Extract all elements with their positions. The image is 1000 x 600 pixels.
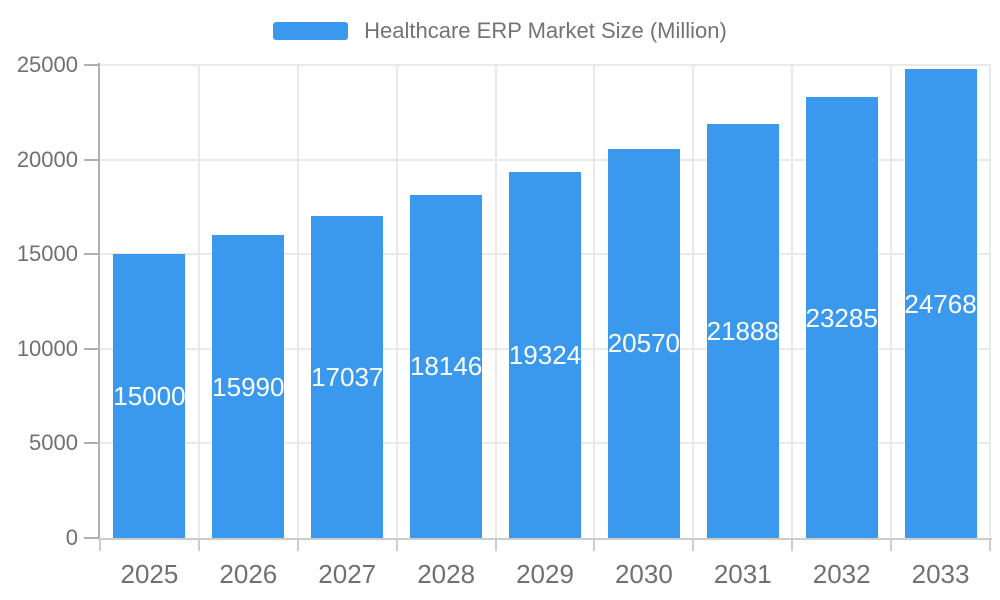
legend-swatch-icon [273, 22, 349, 40]
bar[interactable] [805, 97, 878, 538]
y-axis-label: 25000 [16, 52, 78, 77]
gridline-vertical [692, 64, 695, 538]
gridline-horizontal [100, 64, 990, 66]
bar[interactable] [509, 172, 581, 538]
y-axis-tick [84, 253, 98, 256]
gridline-vertical [494, 64, 497, 538]
gridline-vertical [989, 64, 991, 538]
x-axis-tick [197, 540, 200, 551]
x-axis-tick [296, 540, 299, 551]
x-axis-line [98, 538, 992, 540]
gridline-vertical [395, 64, 398, 538]
x-axis-tick [395, 540, 398, 551]
gridline-vertical [791, 64, 794, 538]
x-axis-label: 2032 [812, 559, 871, 589]
x-axis-tick [494, 540, 497, 551]
bar-value-label: 23285 [805, 302, 878, 333]
gridline-vertical [890, 64, 893, 538]
y-axis-line [98, 63, 100, 540]
x-axis-label: 2028 [417, 559, 476, 589]
x-axis-tick [692, 540, 695, 551]
x-axis-label: 2030 [614, 559, 673, 589]
x-axis-label: 2026 [219, 559, 278, 589]
y-axis-label: 5000 [29, 430, 78, 456]
x-axis-tick [989, 540, 991, 551]
y-axis-tick [84, 158, 98, 161]
bar-value-label: 24768 [904, 288, 977, 319]
bar[interactable] [311, 215, 384, 538]
x-axis-tick [99, 540, 101, 551]
y-axis-label: 0 [65, 525, 78, 550]
legend: Healthcare ERP Market Size (Million) [0, 18, 1000, 44]
y-axis-label: 20000 [16, 146, 78, 172]
gridline-vertical [296, 64, 299, 538]
x-axis-tick [791, 540, 794, 551]
y-axis-tick [84, 442, 98, 445]
gridline-vertical [197, 64, 200, 538]
x-axis-tick [593, 540, 596, 551]
y-axis-label: 15000 [16, 241, 78, 267]
y-axis-tick [84, 537, 98, 539]
gridline-horizontal [100, 158, 990, 161]
bar[interactable] [113, 254, 186, 538]
y-axis-label: 10000 [16, 335, 78, 361]
bar-value-label: 15000 [113, 381, 186, 412]
bar[interactable] [706, 123, 779, 538]
x-axis-label: 2033 [911, 559, 970, 589]
bar-value-label: 21888 [706, 315, 779, 346]
bar-value-label: 15990 [212, 371, 285, 402]
bar[interactable] [410, 194, 483, 538]
bar[interactable] [607, 148, 680, 538]
y-axis-tick [84, 64, 98, 66]
bar-value-label: 19324 [508, 340, 582, 371]
x-axis-label: 2025 [120, 559, 179, 589]
bar-value-label: 20570 [607, 328, 681, 359]
x-axis-label: 2029 [516, 559, 574, 589]
gridline-vertical [593, 64, 596, 538]
bar-value-label: 18146 [409, 351, 483, 382]
bar-value-label: 17037 [311, 361, 384, 392]
x-axis-label: 2027 [318, 559, 377, 589]
x-axis-label: 2031 [713, 559, 772, 589]
x-axis-tick [890, 540, 893, 551]
y-axis-tick [84, 347, 98, 350]
bar[interactable] [212, 235, 285, 538]
legend-label: Healthcare ERP Market Size (Million) [364, 18, 727, 43]
bar[interactable] [904, 69, 977, 538]
legend-item[interactable]: Healthcare ERP Market Size (Million) [273, 18, 727, 44]
